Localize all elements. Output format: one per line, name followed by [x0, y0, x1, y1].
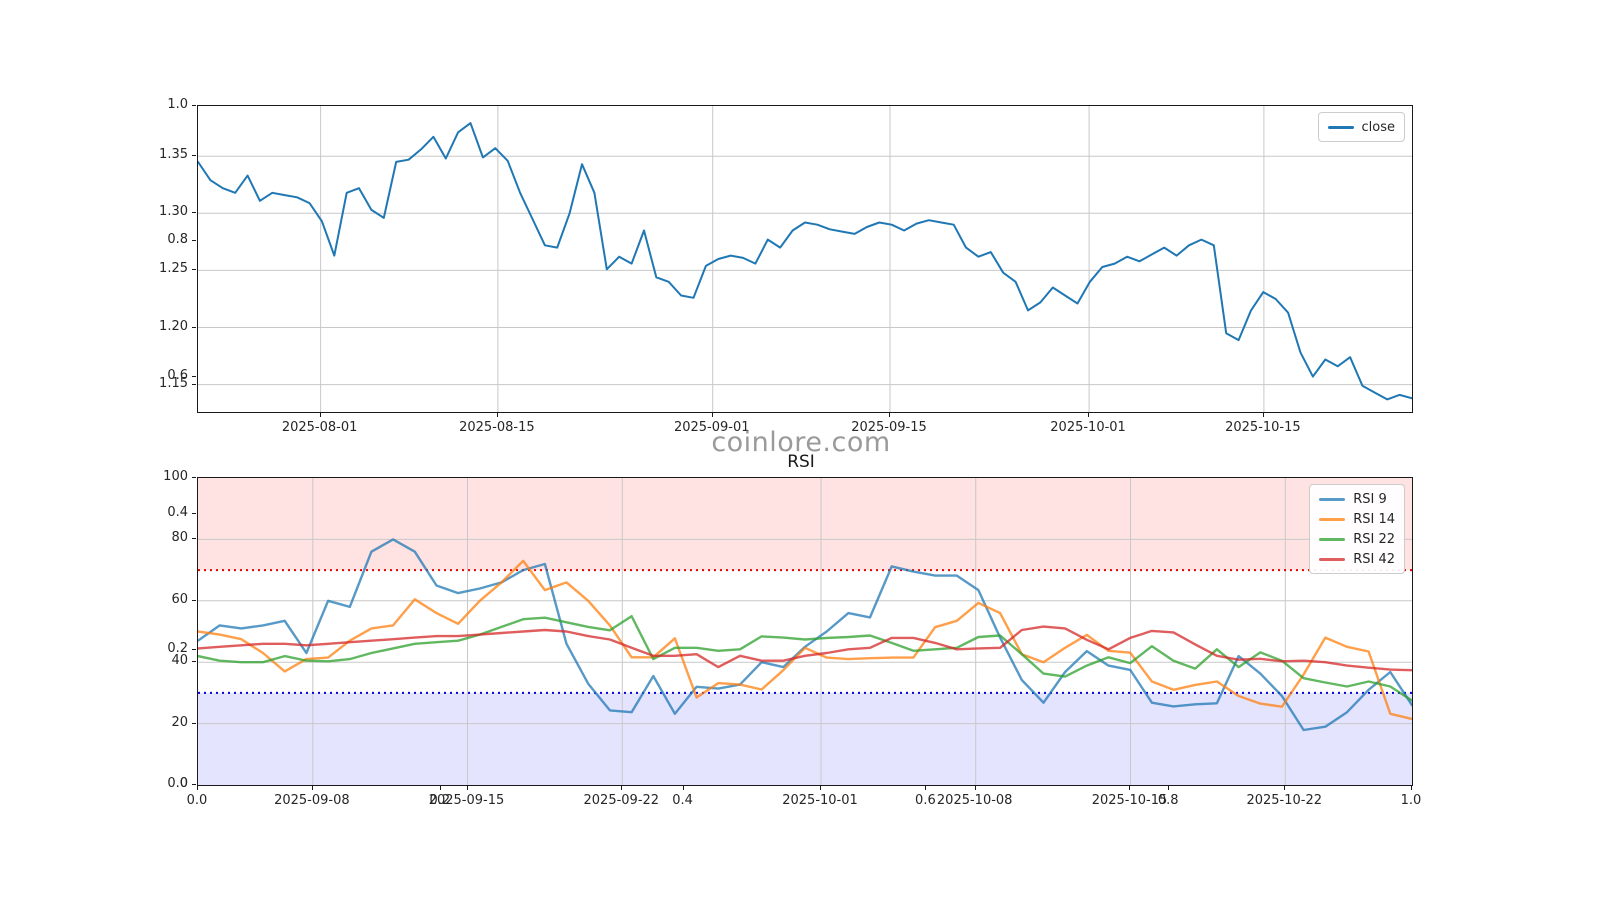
legend-label: RSI 14 [1353, 511, 1395, 527]
y-tick-label: 20 [171, 714, 188, 730]
tick-mark [192, 375, 196, 377]
y-tick-label: 1.20 [159, 318, 188, 334]
legend-entry: RSI 42 [1319, 551, 1395, 567]
y-tick-label: 100 [163, 469, 188, 484]
secondary-y-tick-label: 0.2 [167, 640, 188, 656]
secondary-x-tick-label: 0.0 [186, 793, 208, 808]
secondary-x-tick-label: 0.2 [429, 793, 451, 808]
tick-mark [192, 661, 196, 663]
series-line-close [198, 122, 1412, 401]
y-tick-label: 0 [179, 776, 188, 791]
x-tick-label: 2025-09-22 [583, 793, 660, 808]
legend-entry: close [1327, 119, 1395, 135]
rsi-chart-canvas [198, 478, 1412, 785]
price-chart-canvas [198, 106, 1412, 412]
tick-mark [192, 269, 196, 271]
tick-mark [192, 240, 196, 242]
tick-mark [192, 648, 196, 650]
tick-mark [192, 105, 196, 106]
tick-mark [711, 413, 713, 417]
legend-line-icon [1319, 537, 1346, 541]
x-tick-label: 2025-10-22 [1246, 793, 1323, 808]
tick-mark [621, 786, 623, 790]
secondary-x-tick-label: 1.0 [1400, 793, 1422, 808]
tick-mark [311, 786, 313, 790]
legend-label: RSI 9 [1353, 491, 1387, 507]
tick-mark [192, 326, 196, 328]
legend-entry: RSI 22 [1319, 531, 1395, 547]
tick-mark [439, 786, 441, 790]
tick-mark [192, 212, 196, 214]
x-tick-label: 2025-10-15 [1091, 793, 1168, 808]
tick-mark [1088, 413, 1090, 417]
tick-mark [682, 786, 684, 790]
y-tick-label: 40 [171, 653, 188, 669]
y-tick-label: 1.35 [159, 147, 188, 163]
y-tick-label: 1.30 [159, 204, 188, 220]
tick-mark [1411, 786, 1412, 790]
secondary-x-tick-label: 0.8 [1157, 793, 1179, 808]
legend-line-icon [1319, 557, 1346, 561]
series-line-rsi-42 [198, 625, 1412, 672]
rsi-legend: RSI 9 RSI 14 RSI 22 RSI 42 [1309, 484, 1405, 574]
x-tick-label: 2025-09-01 [673, 420, 750, 435]
tick-mark [974, 786, 976, 790]
legend-line-icon [1327, 125, 1354, 129]
rsi-panel: RSI 9 RSI 14 RSI 22 RSI 42 [197, 477, 1413, 786]
y-tick-label: 60 [171, 591, 188, 607]
tick-mark [192, 477, 196, 478]
watermark: coinlore.com [711, 427, 891, 458]
legend-entry: RSI 14 [1319, 511, 1395, 527]
tick-mark [192, 599, 196, 601]
secondary-y-tick-label: 0.8 [167, 232, 188, 248]
tick-mark [1284, 786, 1286, 790]
legend-label: close [1361, 119, 1395, 135]
x-tick-label: 2025-08-01 [281, 420, 358, 435]
legend-line-icon [1319, 497, 1346, 501]
legend-line-icon [1319, 517, 1346, 521]
price-legend: close [1317, 112, 1405, 142]
price-panel: close [197, 105, 1413, 413]
x-tick-label: 2025-08-15 [459, 420, 535, 435]
legend-label: RSI 42 [1353, 551, 1395, 567]
tick-mark [888, 413, 890, 417]
y-tick-label: 1.25 [159, 261, 188, 277]
x-tick-label: 2025-10-15 [1225, 420, 1301, 435]
legend-label: RSI 22 [1353, 531, 1395, 547]
rsi-panel-title: RSI [787, 452, 815, 472]
secondary-y-tick-label: 0.0 [167, 776, 188, 791]
secondary-y-tick-label: 0.6 [167, 367, 188, 383]
tick-mark [820, 786, 822, 790]
tick-mark [192, 383, 196, 385]
series-line-rsi-14 [198, 559, 1412, 721]
series-line-rsi-22 [198, 614, 1412, 702]
tick-mark [1129, 786, 1131, 790]
legend-entry: RSI 9 [1319, 491, 1395, 507]
secondary-x-tick-label: 0.6 [915, 793, 936, 808]
tick-mark [496, 413, 498, 417]
tick-mark [192, 784, 196, 785]
tick-mark [1262, 413, 1264, 417]
x-tick-label: 2025-09-15 [428, 793, 505, 808]
tick-mark [192, 538, 196, 540]
secondary-y-tick-label: 1.0 [167, 97, 188, 112]
tick-mark [192, 722, 196, 724]
tick-mark [466, 786, 468, 790]
x-tick-label: 2025-10-08 [936, 793, 1013, 808]
y-tick-label: 80 [171, 530, 188, 546]
x-tick-label: 2025-10-01 [782, 793, 858, 808]
tick-mark [1168, 786, 1170, 790]
x-tick-label: 2025-09-08 [274, 793, 350, 808]
tick-mark [925, 786, 927, 790]
x-tick-label: 2025-10-01 [1050, 420, 1126, 435]
tick-mark [319, 413, 321, 417]
secondary-y-tick-label: 0.4 [167, 505, 188, 521]
secondary-x-tick-label: 0.4 [672, 793, 693, 808]
x-tick-label: 2025-09-15 [851, 420, 927, 435]
tick-mark [192, 155, 196, 157]
y-tick-label: 1.15 [159, 375, 188, 391]
tick-mark [197, 786, 198, 790]
tick-mark [192, 513, 196, 515]
